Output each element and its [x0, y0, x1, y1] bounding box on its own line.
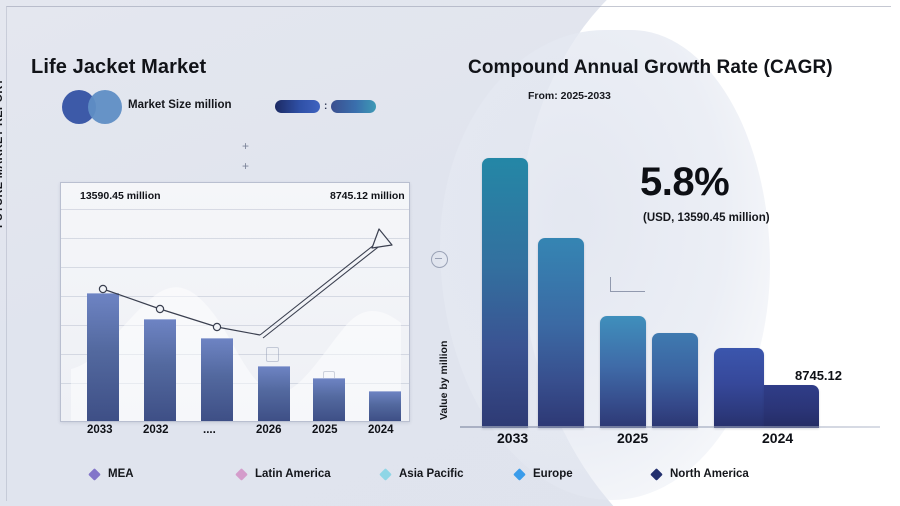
x-label-2024: 2024 — [368, 424, 394, 436]
legend-label: Latin America — [255, 468, 331, 480]
bar-2025 — [313, 378, 345, 421]
gridline — [61, 238, 409, 239]
rbar-2033-secondary — [538, 238, 584, 428]
legend-pill-primary — [275, 100, 320, 113]
bar-2024 — [369, 391, 401, 421]
x-label-2033: 2033 — [87, 424, 113, 436]
gridline — [61, 209, 409, 210]
bracket-decoration — [610, 277, 645, 292]
bar-2032 — [144, 319, 176, 421]
plus-icon-1: + — [242, 139, 250, 153]
venn-logo-icon — [62, 90, 126, 124]
legend-item-asia-pacific[interactable]: Asia Pacific — [379, 467, 464, 481]
legend-item-north-america[interactable]: North America — [650, 467, 749, 481]
rbar-2033-primary — [482, 158, 528, 428]
plus-icon-2: + — [242, 159, 250, 173]
legend-pill-secondary — [331, 100, 377, 113]
right-chart-baseline — [460, 426, 880, 428]
minus-circle-icon — [431, 251, 448, 268]
right-chart-x-axis: 2033 2025 2024 — [460, 430, 880, 450]
legend-marker-icon — [513, 467, 526, 481]
rx-label-2025: 2025 — [617, 430, 649, 446]
x-label-2032: 2032 — [143, 424, 169, 436]
market-size-legend: Market Size million : — [62, 88, 392, 126]
legend-marker-icon — [379, 467, 392, 481]
rbar-2025-secondary — [652, 333, 698, 428]
left-chart-value-start: 13590.45 million — [80, 190, 161, 202]
page-title: Life Jacket Market — [31, 56, 207, 78]
legend-item-europe[interactable]: Europe — [513, 467, 573, 481]
legend-label: MEA — [108, 468, 134, 480]
venn-circle-right — [88, 90, 122, 124]
legend-marker-icon — [235, 467, 248, 481]
left-chart-value-end: 8745.12 million — [330, 190, 405, 202]
cagr-value: 5.8% — [640, 160, 730, 204]
gridline — [61, 296, 409, 297]
bar-2033 — [87, 293, 119, 421]
x-label-2026: 2026 — [256, 424, 282, 436]
rx-label-2024: 2024 — [762, 430, 794, 446]
bar-2026 — [258, 366, 290, 421]
cagr-subtitle: From: 2025-2033 — [528, 90, 611, 102]
legend-item-mea[interactable]: MEA — [88, 467, 134, 481]
rbar-2024-primary — [714, 348, 764, 428]
legend-label: Asia Pacific — [399, 468, 464, 480]
legend-item-latin-america[interactable]: Latin America — [235, 467, 331, 481]
region-legend: MEA Latin America Asia Pacific Europe No… — [0, 462, 900, 490]
legend-pill-separator: : — [324, 101, 328, 112]
watermark-icon-1 — [266, 347, 279, 362]
rbar-2025-primary — [600, 316, 646, 428]
y-axis-label-right: Value by million — [438, 340, 450, 420]
left-chart-panel — [60, 182, 410, 422]
legend-label: Europe — [533, 468, 573, 480]
gridline — [61, 383, 409, 384]
cagr-title: Compound Annual Growth Rate (CAGR) — [468, 57, 833, 78]
rbar-2024-secondary — [764, 385, 819, 428]
legend-pill-row: : — [275, 100, 377, 113]
gridline — [61, 325, 409, 326]
trend-line-overlay — [98, 228, 393, 339]
legend-marker-icon — [88, 467, 101, 481]
x-label-2025: 2025 — [312, 424, 338, 436]
left-chart-x-axis: 2033 2032 .... 2026 2025 2024 — [60, 424, 408, 442]
rx-label-2033: 2033 — [497, 430, 529, 446]
gridline — [61, 267, 409, 268]
legend-label: North America — [670, 468, 749, 480]
legend-marker-icon — [650, 467, 663, 481]
y-axis-label-left: FUTURE MARKET REPORT — [0, 78, 5, 228]
right-chart-data-label: 8745.12 — [795, 368, 842, 383]
bar-dots — [201, 338, 233, 421]
x-label-dots: .... — [203, 424, 216, 436]
gridline — [61, 354, 409, 355]
market-size-legend-label: Market Size million — [128, 99, 232, 111]
right-cagr-chart — [460, 150, 880, 428]
cagr-note: (USD, 13590.45 million) — [643, 212, 770, 224]
